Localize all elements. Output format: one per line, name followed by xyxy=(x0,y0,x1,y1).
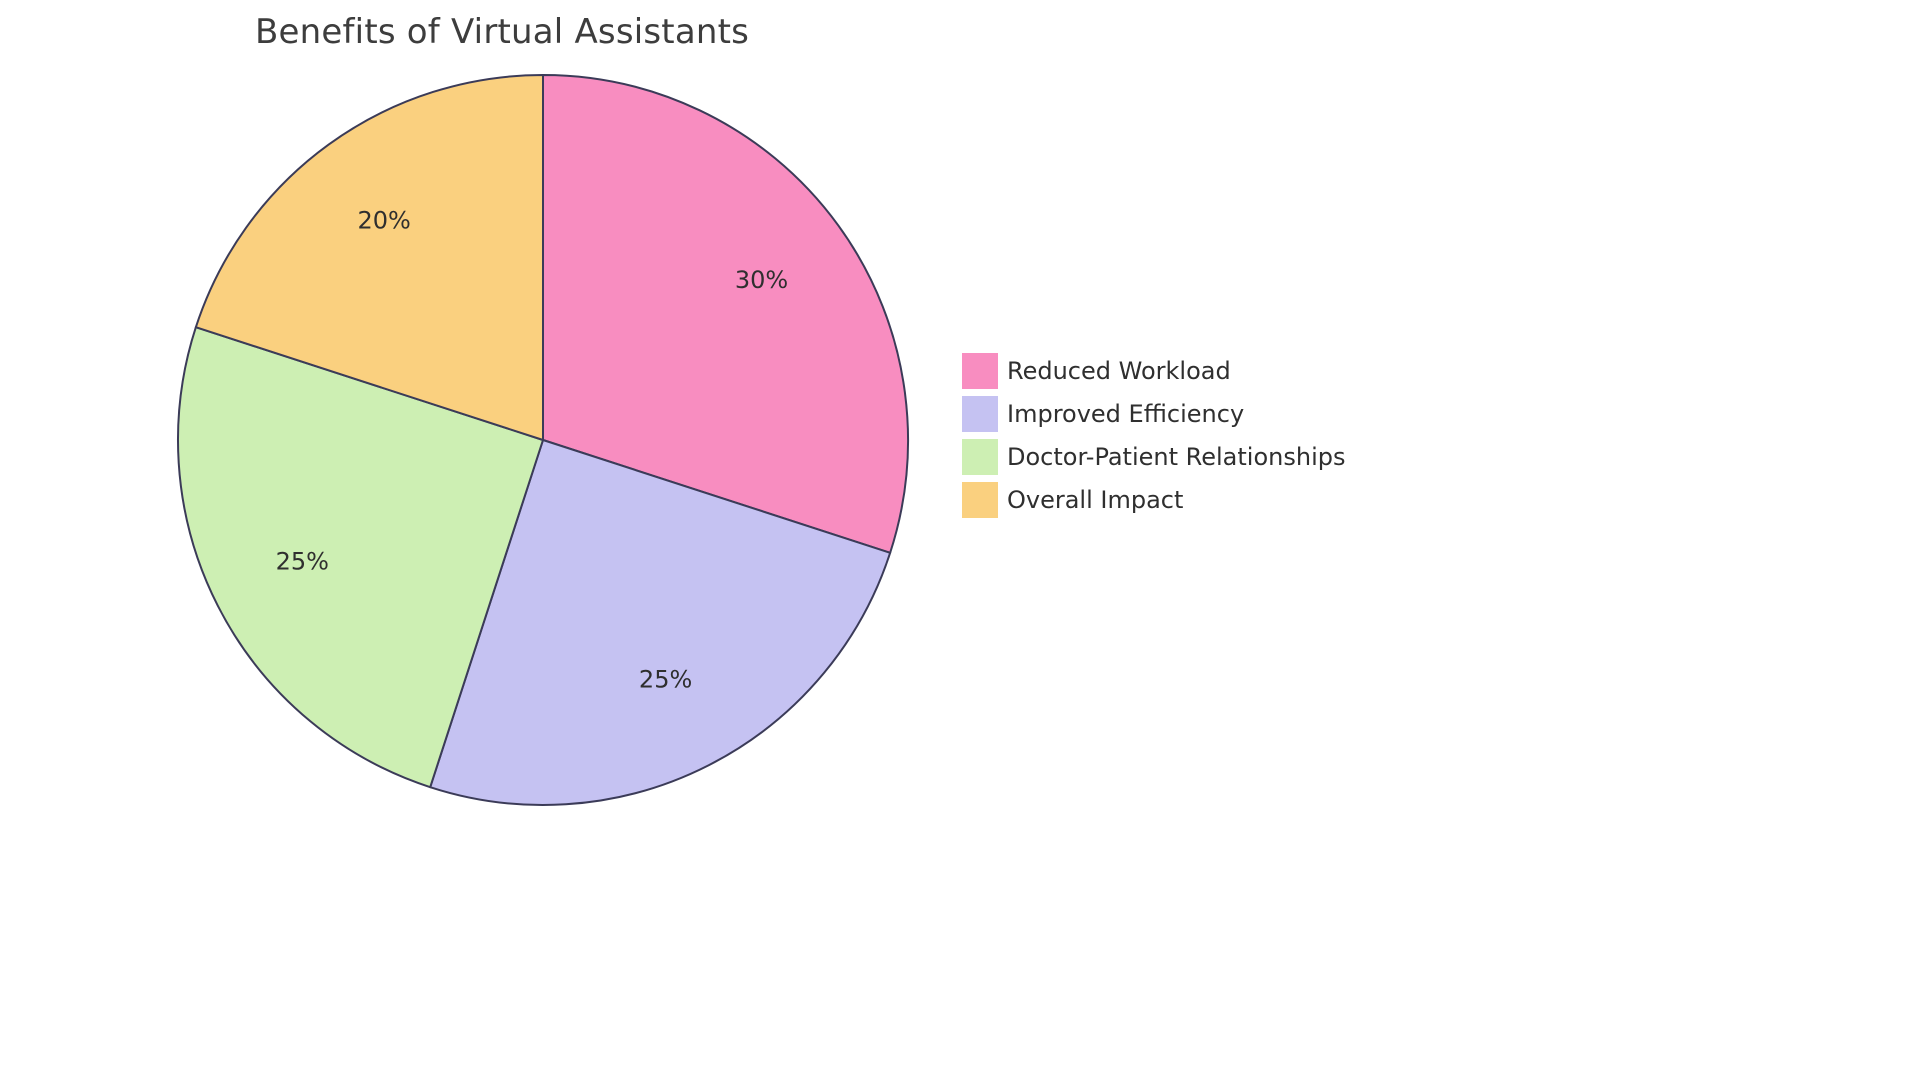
legend-label: Overall Impact xyxy=(1007,486,1184,514)
pie-slice-improved-efficiency[interactable] xyxy=(429,439,892,806)
legend-item-overall-impact[interactable]: Overall Impact xyxy=(962,482,1345,518)
legend-swatch-icon xyxy=(962,482,998,518)
pie-slice-percent-label: 30% xyxy=(735,266,788,294)
legend-label: Improved Efficiency xyxy=(1007,400,1245,428)
pie-slice-doctor-patient-relationships[interactable] xyxy=(177,326,544,789)
pie-slice-percent-label: 25% xyxy=(276,548,329,576)
pie-slice-percent-label: 25% xyxy=(639,666,692,694)
legend-item-doctor-patient-relationships[interactable]: Doctor-Patient Relationships xyxy=(962,439,1345,475)
legend-item-improved-efficiency[interactable]: Improved Efficiency xyxy=(962,396,1345,432)
legend: Reduced Workload Improved Efficiency Doc… xyxy=(962,353,1345,525)
chart-title: Benefits of Virtual Assistants xyxy=(255,12,750,52)
pie-slice-overall-impact[interactable] xyxy=(194,74,544,441)
pie-slice-reduced-workload[interactable] xyxy=(542,74,909,554)
legend-swatch-icon xyxy=(962,353,998,389)
legend-swatch-icon xyxy=(962,396,998,432)
legend-swatch-icon xyxy=(962,439,998,475)
legend-item-reduced-workload[interactable]: Reduced Workload xyxy=(962,353,1345,389)
legend-label: Doctor-Patient Relationships xyxy=(1007,443,1346,471)
legend-label: Reduced Workload xyxy=(1007,357,1231,385)
pie-slice-percent-label: 20% xyxy=(358,207,411,235)
